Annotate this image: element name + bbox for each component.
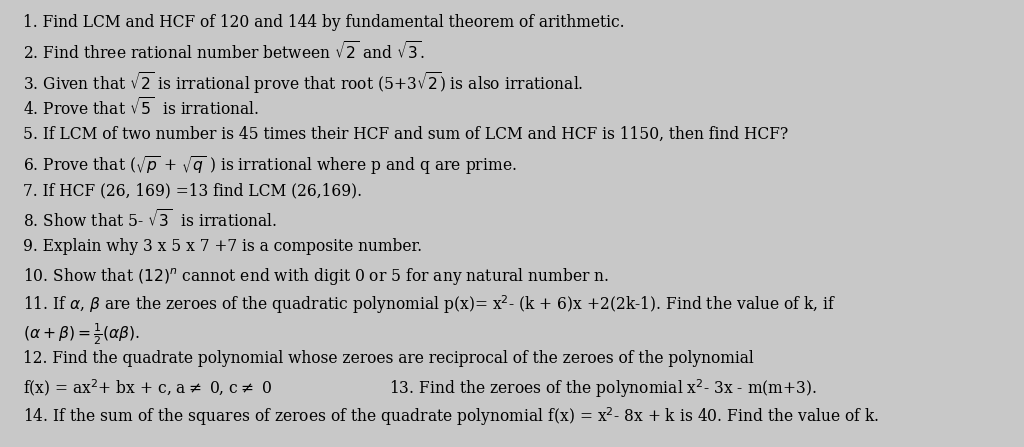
Text: 14. If the sum of the squares of zeroes of the quadrate polynomial f(x) = x$^2$-: 14. If the sum of the squares of zeroes …	[23, 405, 879, 428]
Text: 9. Explain why 3 x 5 x 7 +7 is a composite number.: 9. Explain why 3 x 5 x 7 +7 is a composi…	[23, 238, 422, 255]
Text: 13. Find the zeroes of the polynomial x$^2$- 3x - m(m+3).: 13. Find the zeroes of the polynomial x$…	[389, 377, 817, 400]
Text: f(x) = ax$^2$+ bx + c, a$\neq$ 0, c$\neq$ 0: f(x) = ax$^2$+ bx + c, a$\neq$ 0, c$\neq…	[23, 377, 271, 398]
Text: 11. If $\alpha$, $\beta$ are the zeroes of the quadratic polynomial p(x)= x$^2$-: 11. If $\alpha$, $\beta$ are the zeroes …	[23, 294, 836, 316]
Text: 2. Find three rational number between $\sqrt{2}$ and $\sqrt{3}$.: 2. Find three rational number between $\…	[23, 42, 424, 64]
Text: 6. Prove that ($\sqrt{p}$ + $\sqrt{q}$ ) is irrational where p and q are prime.: 6. Prove that ($\sqrt{p}$ + $\sqrt{q}$ )…	[23, 154, 516, 177]
Text: 8. Show that 5- $\sqrt{3}$  is irrational.: 8. Show that 5- $\sqrt{3}$ is irrational…	[23, 210, 276, 232]
Text: 7. If HCF (26, 169) =13 find LCM (26,169).: 7. If HCF (26, 169) =13 find LCM (26,169…	[23, 182, 361, 199]
Text: 3. Given that $\sqrt{2}$ is irrational prove that root (5+3$\sqrt{2}$) is also i: 3. Given that $\sqrt{2}$ is irrational p…	[23, 70, 583, 96]
Text: 4. Prove that $\sqrt{5}$  is irrational.: 4. Prove that $\sqrt{5}$ is irrational.	[23, 98, 259, 120]
Text: 10. Show that $(12)^n$ cannot end with digit 0 or 5 for any natural number n.: 10. Show that $(12)^n$ cannot end with d…	[23, 266, 609, 287]
Text: $(\alpha + \beta) = \frac{1}{2}(\alpha\beta)$.: $(\alpha + \beta) = \frac{1}{2}(\alpha\b…	[23, 322, 139, 347]
Text: 5. If LCM of two number is 45 times their HCF and sum of LCM and HCF is 1150, th: 5. If LCM of two number is 45 times thei…	[23, 126, 787, 143]
Text: 1. Find LCM and HCF of 120 and 144 by fundamental theorem of arithmetic.: 1. Find LCM and HCF of 120 and 144 by fu…	[23, 14, 625, 31]
Text: 12. Find the quadrate polynomial whose zeroes are reciprocal of the zeroes of th: 12. Find the quadrate polynomial whose z…	[23, 350, 754, 367]
